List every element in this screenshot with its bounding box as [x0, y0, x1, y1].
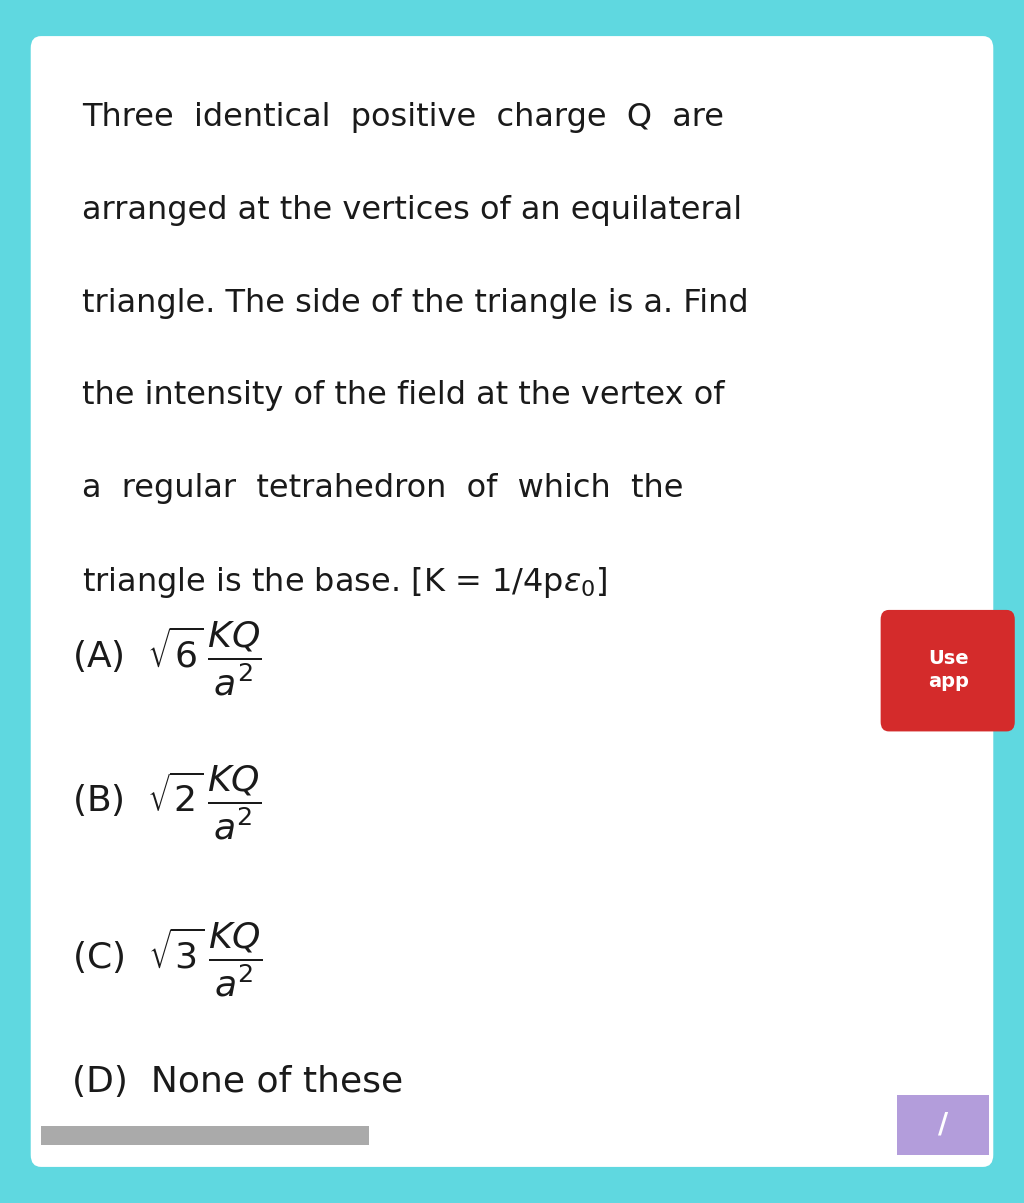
Text: the intensity of the field at the vertex of: the intensity of the field at the vertex… — [82, 380, 724, 411]
Text: (D)  None of these: (D) None of these — [72, 1065, 402, 1098]
Text: arranged at the vertices of an equilateral: arranged at the vertices of an equilater… — [82, 195, 742, 226]
FancyBboxPatch shape — [881, 610, 1015, 731]
Bar — [897, 1095, 989, 1155]
Text: Three  identical  positive  charge  Q  are: Three identical positive charge Q are — [82, 102, 724, 134]
Text: a  regular  tetrahedron  of  which  the: a regular tetrahedron of which the — [82, 473, 683, 504]
Text: triangle. The side of the triangle is a. Find: triangle. The side of the triangle is a.… — [82, 288, 749, 319]
Text: /: / — [938, 1110, 948, 1139]
Text: (A)  $\sqrt{6}\,\dfrac{KQ}{a^2}$: (A) $\sqrt{6}\,\dfrac{KQ}{a^2}$ — [72, 620, 261, 698]
Text: Use
app: Use app — [928, 648, 969, 692]
Text: (C)  $\sqrt{3}\,\dfrac{KQ}{a^2}$: (C) $\sqrt{3}\,\dfrac{KQ}{a^2}$ — [72, 920, 262, 998]
Text: triangle is the base. [K = 1/4p$\varepsilon_0$]: triangle is the base. [K = 1/4p$\varepsi… — [82, 565, 607, 600]
FancyBboxPatch shape — [31, 36, 993, 1167]
Text: (B)  $\sqrt{2}\,\dfrac{KQ}{a^2}$: (B) $\sqrt{2}\,\dfrac{KQ}{a^2}$ — [72, 764, 261, 842]
Bar — [41, 1126, 369, 1145]
